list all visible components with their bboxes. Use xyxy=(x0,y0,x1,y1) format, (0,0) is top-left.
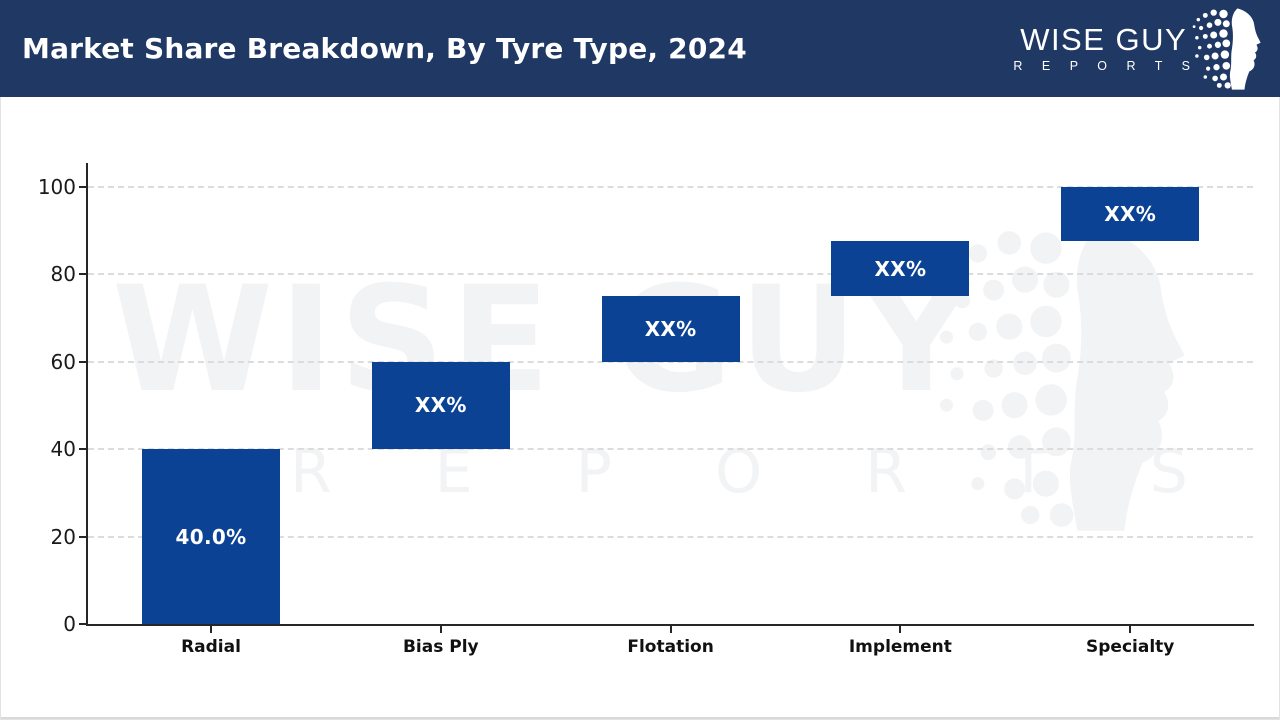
x-tick-mark-4 xyxy=(1129,626,1132,633)
page-title: Market Share Breakdown, By Tyre Type, 20… xyxy=(22,32,747,65)
bar-value-label: XX% xyxy=(414,393,467,418)
bar-value-label: 40.0% xyxy=(175,524,247,549)
bar-value-label: XX% xyxy=(644,316,697,341)
watermark-text-1: WISE GUY xyxy=(112,255,976,425)
y-tick-mark-40 xyxy=(79,448,87,450)
gridline-40 xyxy=(88,448,1253,450)
bar-flotation: XX% xyxy=(601,295,740,362)
gridline-100 xyxy=(88,185,1253,188)
waterfall-chart: WISE GUY R E P O R T S 40.0% XX% XX% XX% XX%… xyxy=(0,97,1280,717)
y-tick-mark-60 xyxy=(79,360,87,363)
y-tick-mark-20 xyxy=(79,535,87,538)
gridline-80 xyxy=(88,273,1253,275)
bar-implement: XX% xyxy=(831,241,970,296)
y-tick-label-0: 0 xyxy=(63,612,76,636)
y-axis-line xyxy=(86,163,88,626)
bar-value-label: XX% xyxy=(874,256,927,281)
x-axis-label-flotation: Flotation xyxy=(627,637,714,657)
x-axis-label-implement: Implement xyxy=(848,637,952,657)
y-tick-label-60: 60 xyxy=(50,349,76,374)
x-axis-line xyxy=(86,624,1254,626)
bar-specialty: XX% xyxy=(1061,186,1200,242)
y-tick-label-80: 80 xyxy=(50,262,76,286)
header-bar: Market Share Breakdown, By Tyre Type, 20… xyxy=(0,0,1280,97)
y-tick-label-20: 20 xyxy=(50,524,76,549)
bar-bias-ply: XX% xyxy=(371,361,510,449)
x-axis-label-specialty: Specialty xyxy=(1086,637,1175,657)
bar-value-label: XX% xyxy=(1104,201,1157,226)
x-tick-mark-3 xyxy=(899,626,902,633)
gridline-60 xyxy=(88,360,1253,363)
y-tick-label-40: 40 xyxy=(50,437,76,461)
watermark: WISE GUY R E P O R T S xyxy=(0,97,1280,717)
x-tick-mark-0 xyxy=(210,626,212,633)
logo-name: WISE GUY xyxy=(1020,22,1188,57)
logo-text: WISE GUY R E P O R T S xyxy=(1009,24,1198,73)
gridline-20 xyxy=(88,535,1253,538)
y-tick-mark-100 xyxy=(79,185,87,188)
x-tick-mark-2 xyxy=(669,626,672,633)
y-tick-mark-0 xyxy=(79,623,87,625)
y-tick-label-100: 100 xyxy=(37,174,76,199)
x-tick-mark-1 xyxy=(439,626,442,633)
logo-head-icon xyxy=(1192,7,1261,90)
x-axis-label-bias-ply: Bias Ply xyxy=(402,637,479,657)
wise-guy-logo: WISE GUY R E P O R T S xyxy=(1009,7,1280,91)
x-axis-label-radial: Radial xyxy=(181,637,241,657)
logo-tagline: R E P O R T S xyxy=(1013,59,1198,73)
y-tick-mark-80 xyxy=(79,273,87,275)
bar-radial: 40.0% xyxy=(142,449,280,624)
